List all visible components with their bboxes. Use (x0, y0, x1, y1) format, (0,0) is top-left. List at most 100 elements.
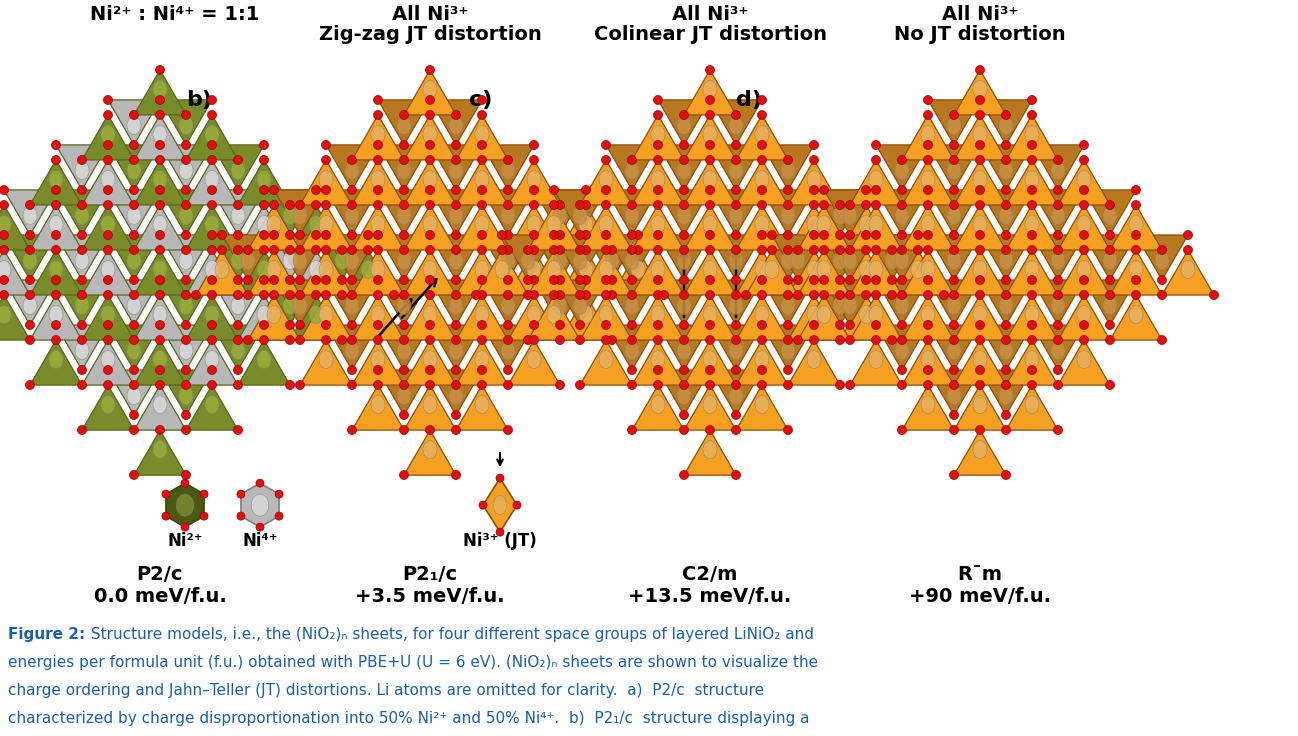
Ellipse shape (553, 252, 567, 269)
Circle shape (627, 155, 636, 165)
Circle shape (627, 320, 636, 330)
Polygon shape (186, 160, 238, 205)
Circle shape (452, 230, 461, 239)
Ellipse shape (345, 342, 360, 360)
Circle shape (784, 425, 793, 434)
Circle shape (601, 141, 610, 149)
Polygon shape (533, 190, 585, 235)
Ellipse shape (449, 161, 463, 180)
Circle shape (348, 155, 357, 165)
Polygon shape (134, 70, 186, 115)
Circle shape (337, 275, 347, 285)
Circle shape (452, 110, 461, 119)
Circle shape (322, 246, 331, 255)
Circle shape (218, 230, 226, 239)
Polygon shape (300, 160, 352, 205)
Polygon shape (928, 325, 980, 370)
Circle shape (478, 155, 487, 165)
Circle shape (234, 291, 243, 300)
Circle shape (923, 366, 932, 375)
Circle shape (549, 200, 558, 210)
Circle shape (1106, 246, 1115, 255)
Ellipse shape (449, 386, 463, 405)
Circle shape (784, 246, 793, 255)
Polygon shape (186, 340, 238, 385)
Ellipse shape (704, 261, 716, 278)
Circle shape (1132, 291, 1141, 300)
Ellipse shape (257, 261, 271, 278)
Ellipse shape (833, 207, 848, 224)
Polygon shape (1032, 325, 1084, 370)
Polygon shape (684, 70, 736, 115)
Ellipse shape (527, 305, 541, 324)
Ellipse shape (153, 216, 167, 233)
Polygon shape (30, 160, 82, 205)
Polygon shape (928, 280, 980, 325)
Text: Ni⁴⁺: Ni⁴⁺ (243, 532, 278, 550)
Circle shape (950, 366, 958, 375)
Circle shape (976, 155, 984, 165)
Ellipse shape (729, 297, 742, 314)
Ellipse shape (49, 261, 64, 278)
Circle shape (1158, 291, 1167, 300)
Ellipse shape (896, 252, 909, 269)
Circle shape (26, 320, 35, 330)
Circle shape (1054, 381, 1063, 389)
Circle shape (923, 185, 932, 194)
Polygon shape (186, 205, 238, 250)
Ellipse shape (816, 305, 831, 324)
Circle shape (260, 185, 269, 194)
Circle shape (601, 246, 610, 255)
Circle shape (923, 141, 932, 149)
Circle shape (871, 275, 880, 285)
Circle shape (130, 155, 139, 165)
Polygon shape (533, 235, 585, 280)
Ellipse shape (449, 252, 463, 269)
Circle shape (504, 275, 513, 285)
Ellipse shape (704, 171, 716, 188)
Circle shape (976, 141, 984, 149)
Circle shape (156, 320, 165, 330)
Ellipse shape (922, 396, 935, 414)
Circle shape (819, 200, 828, 210)
Circle shape (897, 425, 906, 434)
Circle shape (601, 230, 610, 239)
Circle shape (767, 246, 776, 255)
Ellipse shape (598, 171, 613, 188)
Ellipse shape (807, 216, 822, 233)
Circle shape (471, 291, 480, 300)
Circle shape (156, 366, 165, 375)
Circle shape (653, 366, 662, 375)
Circle shape (810, 155, 819, 165)
Ellipse shape (755, 261, 768, 278)
Polygon shape (1006, 340, 1058, 385)
Polygon shape (289, 205, 341, 250)
Ellipse shape (842, 207, 857, 224)
Ellipse shape (678, 207, 691, 224)
Ellipse shape (397, 297, 411, 314)
Circle shape (1080, 230, 1089, 239)
Circle shape (479, 501, 487, 509)
Polygon shape (980, 325, 1032, 370)
Circle shape (348, 336, 357, 344)
Ellipse shape (371, 171, 386, 188)
Polygon shape (1006, 295, 1058, 340)
Ellipse shape (974, 216, 986, 233)
Ellipse shape (781, 161, 794, 180)
Polygon shape (108, 370, 160, 415)
Ellipse shape (704, 80, 716, 99)
Circle shape (52, 230, 61, 239)
Circle shape (732, 200, 740, 210)
Circle shape (78, 336, 87, 344)
Circle shape (348, 230, 357, 239)
Circle shape (156, 200, 165, 210)
Circle shape (1106, 336, 1115, 344)
Ellipse shape (319, 305, 334, 324)
Polygon shape (684, 250, 736, 295)
Circle shape (784, 381, 793, 389)
Circle shape (286, 291, 295, 300)
Ellipse shape (598, 261, 613, 278)
Ellipse shape (704, 125, 716, 144)
Circle shape (1002, 155, 1011, 165)
Ellipse shape (309, 216, 323, 233)
